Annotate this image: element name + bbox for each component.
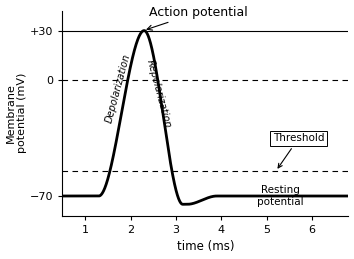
Text: Depolarization: Depolarization [104, 53, 132, 124]
Y-axis label: Membrane
potential (mV): Membrane potential (mV) [6, 73, 27, 154]
X-axis label: time (ms): time (ms) [177, 240, 234, 254]
Text: Resting
potential: Resting potential [257, 185, 304, 207]
Text: Repolarization: Repolarization [145, 58, 173, 129]
Text: Action potential: Action potential [147, 6, 248, 30]
Text: Threshold: Threshold [273, 133, 324, 168]
